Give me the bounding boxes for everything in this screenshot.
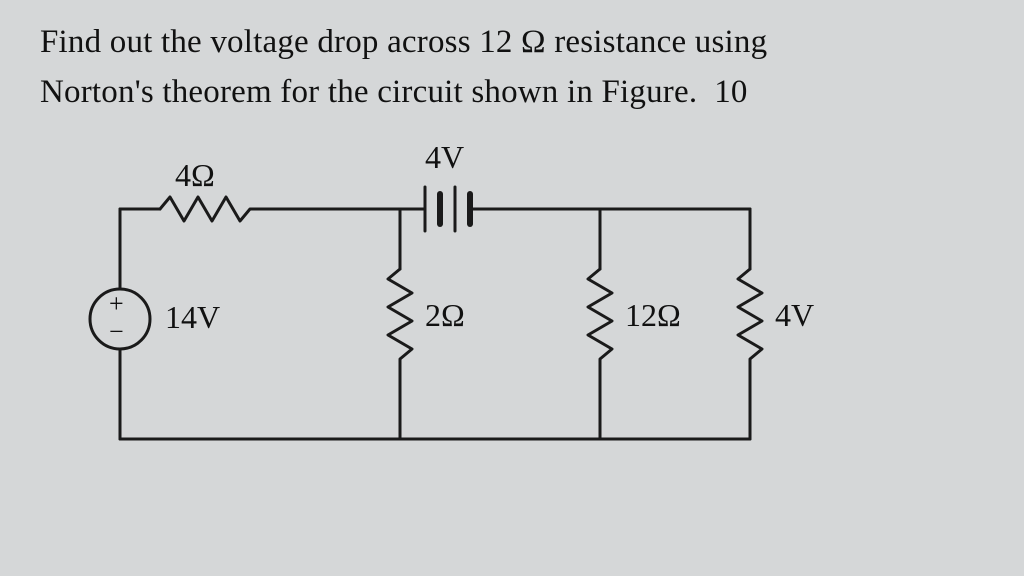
- problem-statement: Find out the voltage drop across 12 Ω re…: [40, 18, 984, 117]
- resistor-r3: [588, 269, 612, 439]
- resistor-r2: [388, 269, 412, 439]
- label-r2: 2Ω: [425, 297, 465, 334]
- label-r4: 4V: [775, 297, 814, 334]
- source-minus: −: [109, 317, 124, 347]
- text-value: 12 Ω: [479, 24, 546, 60]
- source-plus: +: [109, 289, 124, 319]
- text-segment: Norton's theorem for the circuit shown i…: [40, 74, 697, 110]
- label-source: 14V: [165, 299, 220, 336]
- text-segment: resistance using: [546, 24, 768, 60]
- label-r3: 12Ω: [625, 297, 681, 334]
- label-battery: 4V: [425, 139, 464, 176]
- resistor-r1: [160, 197, 275, 221]
- label-r1: 4Ω: [175, 157, 215, 194]
- battery-icon: [425, 187, 470, 231]
- resistor-r4: [738, 269, 762, 439]
- text-marks: 10: [714, 74, 747, 110]
- circuit-diagram: 4Ω 4V + − 14V 2Ω 12Ω 4V: [80, 139, 820, 469]
- text-segment: Find out the voltage drop across: [40, 24, 479, 60]
